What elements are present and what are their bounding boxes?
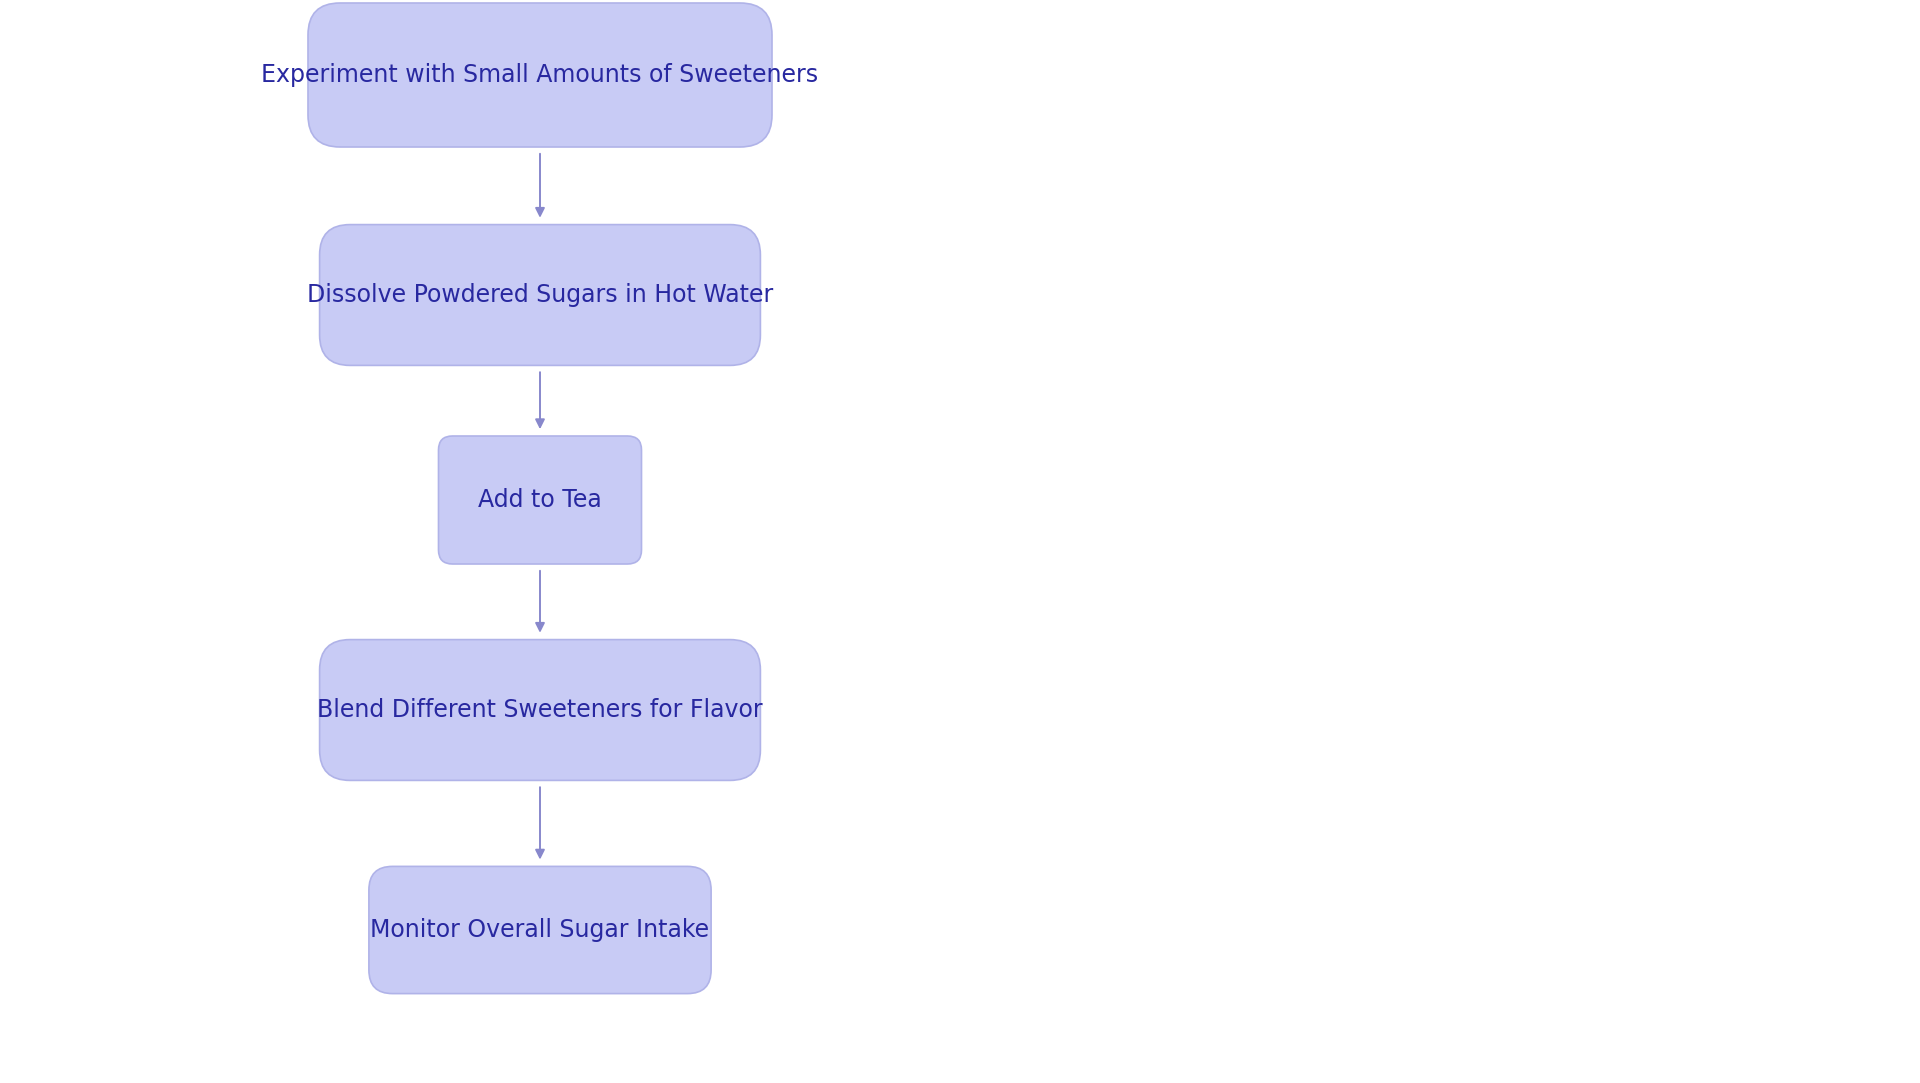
FancyBboxPatch shape — [319, 224, 760, 365]
FancyBboxPatch shape — [369, 866, 710, 993]
Text: Add to Tea: Add to Tea — [478, 488, 601, 512]
Text: Monitor Overall Sugar Intake: Monitor Overall Sugar Intake — [371, 918, 710, 942]
FancyBboxPatch shape — [307, 3, 772, 147]
Text: Dissolve Powdered Sugars in Hot Water: Dissolve Powdered Sugars in Hot Water — [307, 283, 774, 306]
Text: Blend Different Sweeteners for Flavor: Blend Different Sweeteners for Flavor — [317, 699, 762, 722]
FancyBboxPatch shape — [438, 436, 641, 564]
FancyBboxPatch shape — [319, 640, 760, 781]
Text: Experiment with Small Amounts of Sweeteners: Experiment with Small Amounts of Sweeten… — [261, 63, 818, 87]
